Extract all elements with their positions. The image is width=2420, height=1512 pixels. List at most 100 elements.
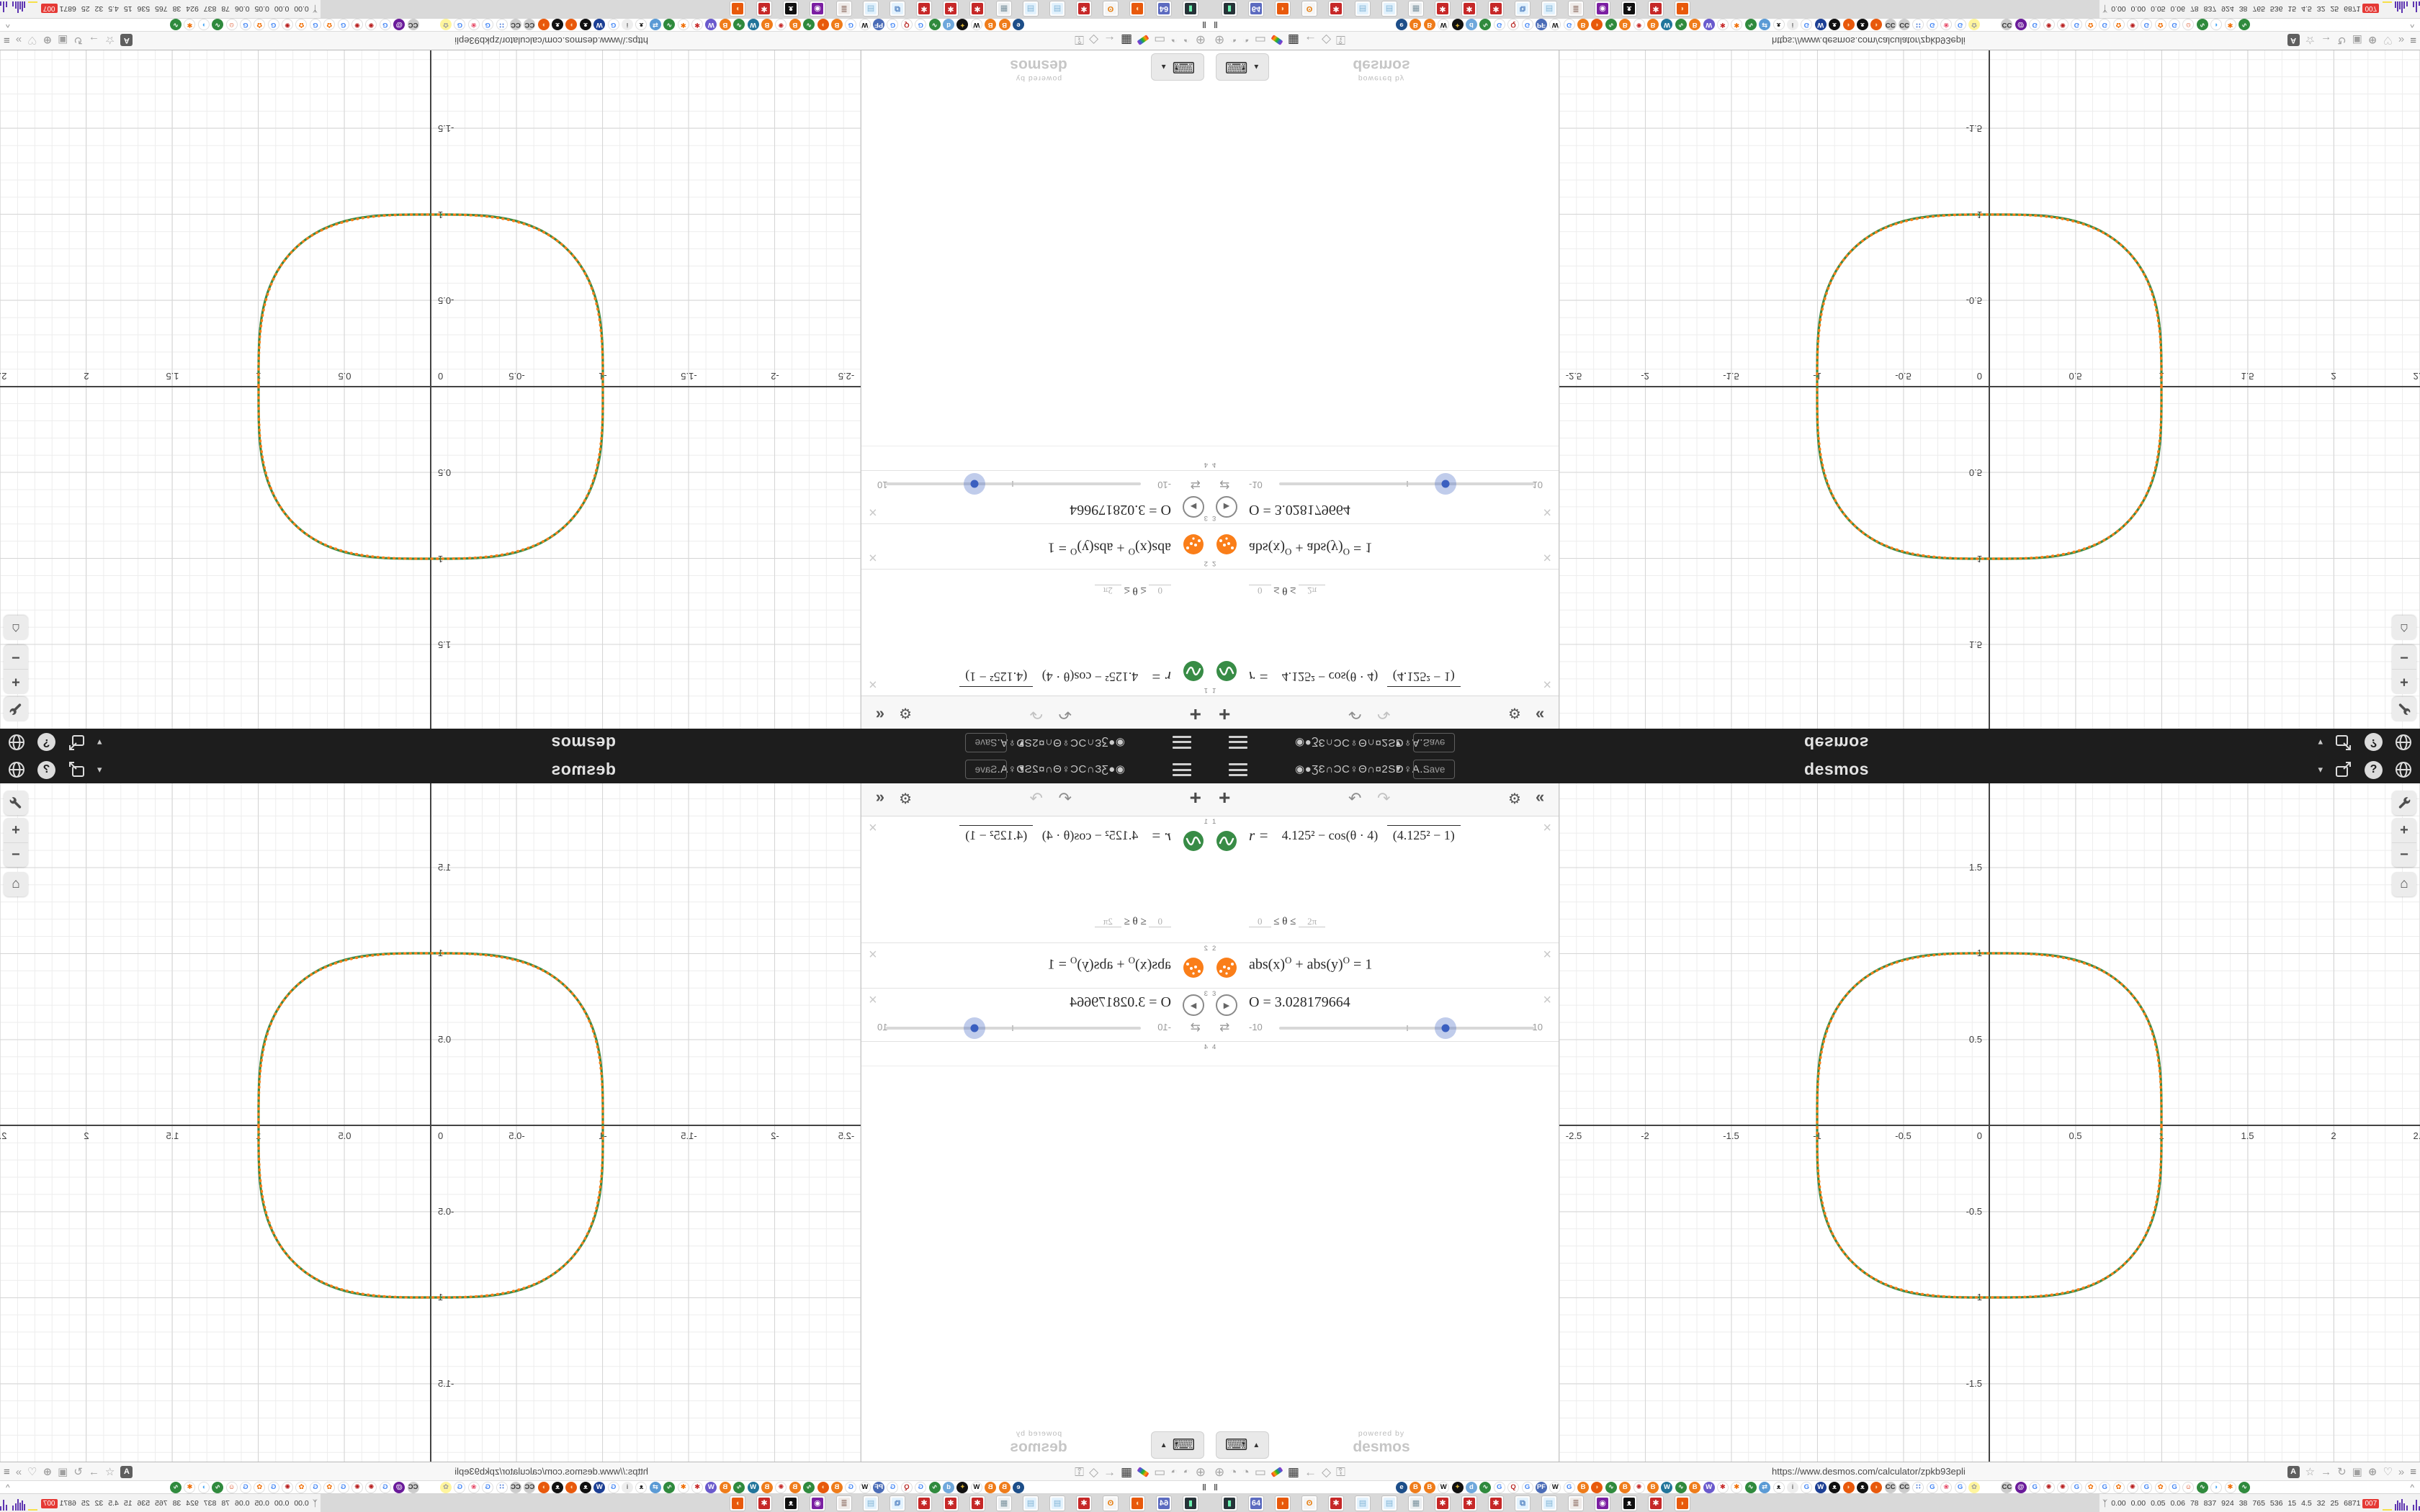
help-icon[interactable]: ? xyxy=(37,733,55,752)
account-caret-icon[interactable]: ▾ xyxy=(97,764,102,775)
expression-row-2[interactable]: 2 abs(x)O + abs(y)O = 1 × xyxy=(1210,523,1559,569)
tab-favicon[interactable]: ✱ xyxy=(2224,1482,2236,1493)
keyboard-toggle-button[interactable]: ⌨ ▲ xyxy=(1151,53,1204,81)
graph-settings-wrench-button[interactable] xyxy=(4,791,28,815)
collapse-panel-icon[interactable]: « xyxy=(1536,788,1545,806)
tab-favicon[interactable]: ❀ xyxy=(1940,19,1953,30)
tab-favicon[interactable]: G xyxy=(482,1482,494,1493)
taskbar-app-button[interactable]: ✱ xyxy=(916,1,932,17)
tab-favicon[interactable]: ∷ xyxy=(496,19,508,30)
taskbar-app-button[interactable]: ◗ xyxy=(1675,1,1690,17)
tab-favicon[interactable]: ᴥ xyxy=(1856,19,1868,30)
tab-favicon[interactable]: d xyxy=(1465,19,1477,30)
taskbar-app-button[interactable]: ✱ xyxy=(1328,1495,1344,1511)
tab-favicon[interactable]: @ xyxy=(393,19,405,30)
slider-handle[interactable] xyxy=(1434,1017,1456,1039)
tab-favicon[interactable]: @ xyxy=(2015,19,2027,30)
tab-favicon[interactable]: G xyxy=(2099,19,2111,30)
taskbar-app-button[interactable]: ᴥ xyxy=(783,1,799,17)
polar-expression[interactable]: r = 4.125² − cos(θ · 4) (4.125² − 1) xyxy=(1249,667,1461,687)
tab-favicon[interactable]: ᴥ xyxy=(635,1482,647,1493)
tab-favicon[interactable]: G xyxy=(2141,19,2153,30)
tab-favicon[interactable]: ✺ xyxy=(365,19,377,30)
tab-favicon[interactable]: G xyxy=(2029,19,2041,30)
gauge-icon[interactable]: ◔ xyxy=(1170,1464,1178,1479)
curve[interactable] xyxy=(1816,213,2163,560)
share-icon[interactable] xyxy=(67,761,86,778)
taskbar-app-button[interactable]: ▤ xyxy=(1355,1,1371,17)
globe-icon[interactable]: ⊕ xyxy=(42,1465,53,1478)
tab-favicon[interactable]: G xyxy=(915,1482,927,1493)
tab-favicon[interactable]: B xyxy=(830,1482,843,1493)
tab-favicon[interactable]: PF xyxy=(1535,1482,1547,1493)
tab-favicon[interactable]: W xyxy=(1549,1482,1561,1493)
tab-favicon[interactable]: W xyxy=(747,19,759,30)
tab-favicon[interactable]: ✺ xyxy=(2056,1482,2069,1493)
superellipse-expression[interactable]: abs(x)O + abs(y)O = 1 xyxy=(1047,955,1171,973)
tab-favicon[interactable]: i xyxy=(622,19,634,30)
tab-favicon[interactable]: G xyxy=(309,1482,321,1493)
slider-track[interactable] xyxy=(1279,473,1534,495)
taskbar-app-button[interactable]: ◗ xyxy=(1129,1495,1145,1511)
list-all-tabs-icon[interactable]: ^ xyxy=(6,1482,10,1493)
tab-favicon[interactable]: B xyxy=(998,1482,1010,1493)
tab-favicon[interactable]: ∿ xyxy=(212,1482,224,1493)
tab-favicon[interactable]: G xyxy=(267,1482,279,1493)
polar-curve-icon[interactable] xyxy=(1183,661,1204,681)
graph-settings-wrench-button[interactable] xyxy=(2392,697,2416,721)
share-icon[interactable] xyxy=(67,734,86,751)
tab-favicon[interactable]: W xyxy=(859,19,871,30)
lock-icon[interactable]: ⚿ xyxy=(1075,33,1084,48)
taskbar-app-button[interactable]: ✱ xyxy=(1488,1,1504,17)
tab-favicon[interactable]: ✿ xyxy=(2154,1482,2166,1493)
help-icon[interactable]: ? xyxy=(2365,760,2383,779)
tab-favicon[interactable]: ✦ xyxy=(1451,1482,1464,1493)
tab-favicon[interactable]: ✺ xyxy=(2126,1482,2138,1493)
curve[interactable] xyxy=(1816,213,2163,560)
app-menu-icon[interactable]: ≡ xyxy=(2410,1465,2416,1478)
back-arrow-icon[interactable]: ← xyxy=(1103,1464,1116,1479)
tab-favicon[interactable]: e xyxy=(1396,1482,1407,1493)
tab-favicon[interactable]: ✱ xyxy=(1716,19,1729,30)
gauge-icon[interactable]: ◔ xyxy=(1170,33,1178,48)
graph-title[interactable]: ◉●ƷƐ∩ƆC♀Θ∩¤2SD♀A... xyxy=(1295,763,1430,775)
gauge-icon[interactable]: ◔ xyxy=(1183,33,1191,48)
tab-favicon[interactable]: G xyxy=(845,1482,857,1493)
tab-favicon[interactable]: ∷ xyxy=(1912,19,1924,30)
slider-handle[interactable] xyxy=(964,1017,986,1039)
tab-favicon[interactable]: CC xyxy=(2001,1482,2013,1493)
tab-favicon[interactable]: G xyxy=(1926,1482,1938,1493)
tab-favicon[interactable]: ✱ xyxy=(691,19,704,30)
tab-favicon[interactable]: ᴥ xyxy=(579,1482,591,1493)
taskbar-app-button[interactable]: ◗ xyxy=(730,1,745,17)
taskbar-app-button[interactable]: ▤ xyxy=(1023,1,1039,17)
tab-favicon[interactable]: ✿ xyxy=(295,19,308,30)
taskbar-app-button[interactable]: 64 xyxy=(1248,1,1264,17)
tab-favicon[interactable]: G xyxy=(2169,19,2181,30)
taskbar-app-button[interactable]: ▤ xyxy=(863,1495,879,1511)
add-expression-button[interactable]: + xyxy=(1219,786,1231,809)
translate-icon[interactable]: A xyxy=(120,1465,133,1478)
lock-icon[interactable]: ⚿ xyxy=(1336,1464,1345,1479)
tab-favicon[interactable]: W xyxy=(593,19,606,30)
tab-favicon[interactable]: G xyxy=(454,19,466,30)
tab-favicon[interactable]: ∿ xyxy=(2238,1482,2251,1493)
superellipse-expression[interactable]: abs(x)O + abs(y)O = 1 xyxy=(1249,539,1373,557)
tab-favicon[interactable]: ∿ xyxy=(803,19,815,30)
reload-icon[interactable]: ↻ xyxy=(73,34,83,47)
tab-favicon[interactable]: ✱ xyxy=(2224,19,2236,30)
tab-favicon[interactable]: ∿ xyxy=(2238,19,2251,30)
tab-favicon[interactable]: ✺ xyxy=(2043,1482,2055,1493)
tab-favicon[interactable]: G xyxy=(2071,1482,2083,1493)
tab-favicon[interactable]: G xyxy=(607,1482,619,1493)
tab-favicon[interactable]: CC xyxy=(2001,19,2013,30)
pocket-thumb-icon[interactable]: ♡ xyxy=(2383,1465,2393,1478)
tab-favicon[interactable]: ◗ xyxy=(1842,19,1855,30)
tab-favicon[interactable]: W xyxy=(593,1482,606,1493)
crayon-icon[interactable] xyxy=(1137,1466,1150,1477)
collapse-panel-icon[interactable]: « xyxy=(875,788,884,806)
save-button[interactable]: Save xyxy=(965,760,1007,779)
tab-favicon[interactable]: CC xyxy=(407,1482,419,1493)
undo-icon[interactable]: ↶ xyxy=(1348,789,1362,807)
tab-favicon[interactable]: ◗ xyxy=(1842,1482,1855,1493)
